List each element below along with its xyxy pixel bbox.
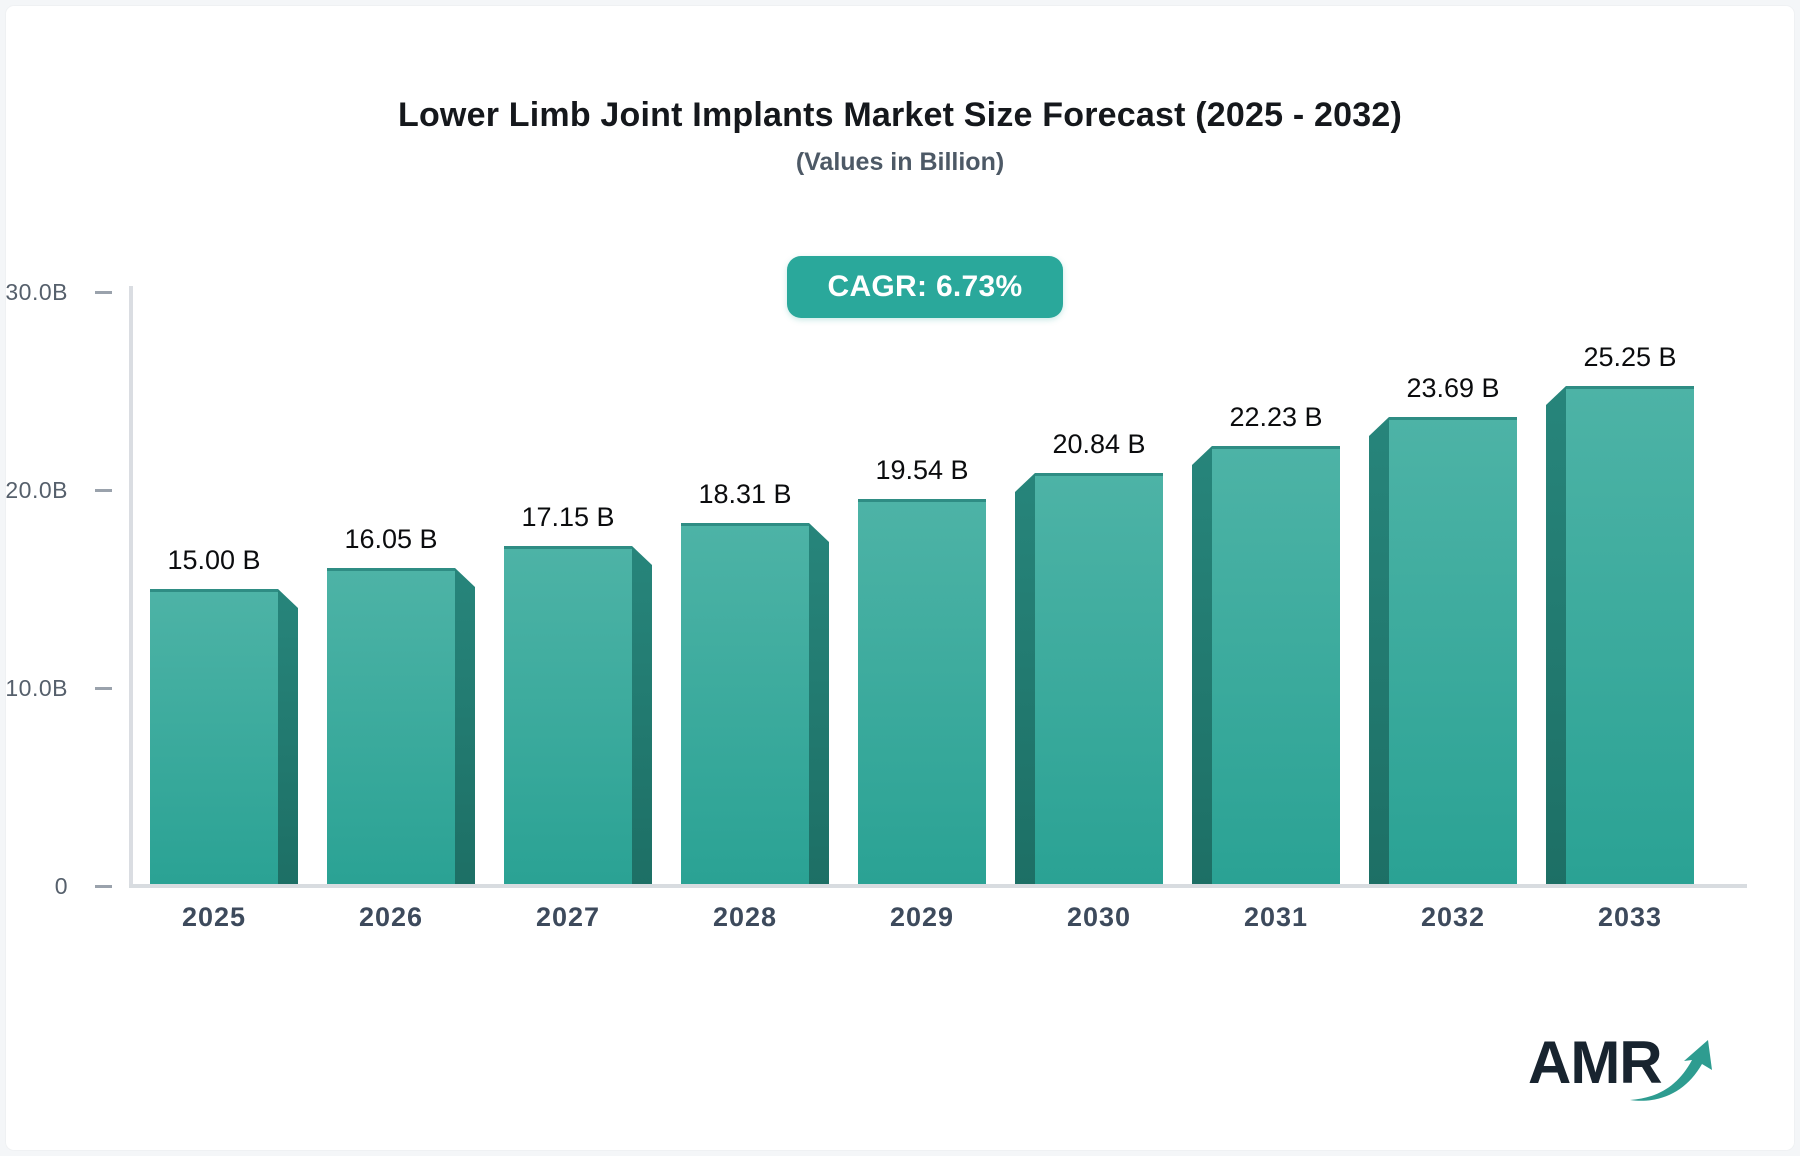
- x-axis-line: [129, 884, 1747, 888]
- x-axis-label-2027: 2027: [535, 902, 601, 932]
- y-axis-line: [129, 286, 133, 886]
- bar-side-3d: [278, 589, 298, 886]
- bar-2028: [681, 523, 809, 886]
- bar-side-3d: [1546, 386, 1566, 886]
- bar-side-3d: [455, 568, 475, 886]
- y-tick-mark: [95, 291, 112, 294]
- bar-side-3d: [632, 546, 652, 886]
- x-axis-label-2031: 2031: [1243, 902, 1309, 932]
- cagr-badge: CAGR: 6.73%: [787, 256, 1063, 318]
- x-axis-label-2028: 2028: [712, 902, 778, 932]
- bar-value-label: 18.31 B: [698, 479, 792, 509]
- bar-value-label: 20.84 B: [1052, 429, 1146, 459]
- y-tick-0: 0: [0, 871, 140, 901]
- bar-2030: [1035, 473, 1163, 886]
- amr-logo-text: AMR: [1528, 1029, 1663, 1096]
- y-tick-mark: [95, 687, 112, 690]
- bar-value-label: 17.15 B: [521, 502, 615, 532]
- bar-side-3d: [809, 523, 829, 886]
- y-tick-label: 10.0B: [5, 675, 68, 701]
- x-axis-label-2029: 2029: [889, 902, 955, 932]
- y-tick-30: 30.0B: [0, 277, 140, 307]
- cagr-badge-label: CAGR: 6.73%: [827, 270, 1023, 303]
- bar-value-label: 23.69 B: [1406, 373, 1500, 403]
- y-tick-label: 20.0B: [5, 477, 68, 503]
- bar-value-label: 19.54 B: [875, 455, 969, 485]
- bar-value-label: 15.00 B: [167, 545, 261, 575]
- y-tick-mark: [95, 489, 112, 492]
- bar-value-label: 22.23 B: [1229, 402, 1323, 432]
- trend-arrow-icon: [1616, 1028, 1736, 1123]
- bar-2033: [1566, 386, 1694, 886]
- y-tick-20: 20.0B: [0, 475, 140, 505]
- chart-subtitle: (Values in Billion): [795, 148, 1005, 176]
- chart-title: Lower Limb Joint Implants Market Size Fo…: [398, 96, 1402, 134]
- bar-value-label: 16.05 B: [344, 524, 438, 554]
- bar-value-label: 25.25 B: [1583, 342, 1677, 372]
- y-tick-10: 10.0B: [0, 673, 140, 703]
- x-axis-label-2030: 2030: [1066, 902, 1132, 932]
- x-axis-label-2026: 2026: [358, 902, 424, 932]
- bar-2031: [1212, 446, 1340, 886]
- bar-2032: [1389, 417, 1517, 886]
- amr-logo: AMR: [1528, 1028, 1728, 1118]
- bar-side-3d: [1192, 446, 1212, 886]
- bar-2029: [858, 499, 986, 886]
- y-tick-label: 30.0B: [5, 279, 68, 305]
- y-tick-label: 0: [54, 873, 68, 899]
- x-axis-label-2025: 2025: [181, 902, 247, 932]
- bar-side-3d: [1015, 473, 1035, 886]
- x-axis-label-2033: 2033: [1597, 902, 1663, 932]
- x-axis-label-2032: 2032: [1420, 902, 1486, 932]
- bar-2026: [327, 568, 455, 886]
- bar-side-3d: [1369, 417, 1389, 886]
- bar-2025: [150, 589, 278, 886]
- bar-2027: [504, 546, 632, 886]
- y-tick-mark: [95, 885, 112, 888]
